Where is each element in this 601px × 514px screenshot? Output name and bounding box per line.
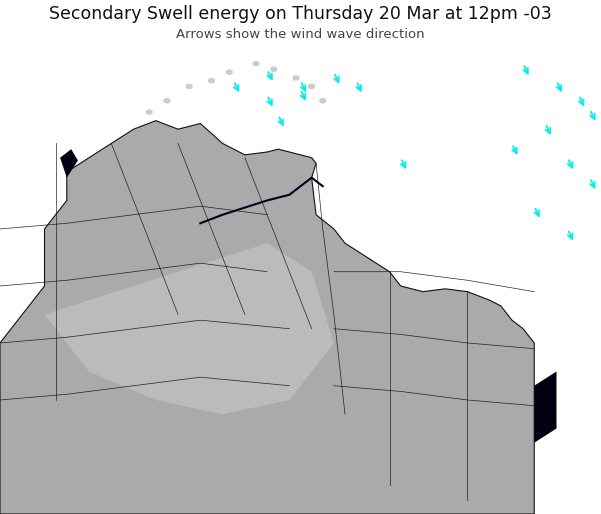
Circle shape — [293, 75, 300, 81]
Polygon shape — [0, 121, 534, 514]
Circle shape — [163, 98, 171, 103]
Circle shape — [308, 84, 316, 89]
Circle shape — [186, 84, 193, 89]
Polygon shape — [44, 243, 334, 414]
Circle shape — [270, 66, 278, 72]
Circle shape — [208, 78, 215, 84]
Text: Secondary Swell energy on Thursday 20 Mar at 12pm -03: Secondary Swell energy on Thursday 20 Ma… — [49, 5, 552, 23]
Circle shape — [145, 109, 153, 115]
Polygon shape — [534, 372, 557, 443]
Polygon shape — [60, 149, 78, 178]
Text: Arrows show the wind wave direction: Arrows show the wind wave direction — [176, 28, 425, 41]
Circle shape — [252, 61, 260, 66]
Circle shape — [225, 69, 233, 75]
Circle shape — [319, 98, 326, 103]
